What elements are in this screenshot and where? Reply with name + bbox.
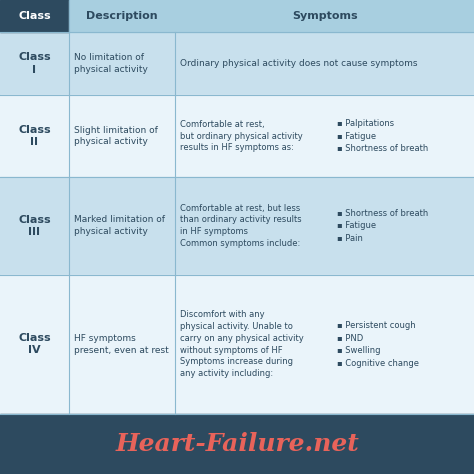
Text: ▪ Shortness of breath
▪ Fatigue
▪ Pain: ▪ Shortness of breath ▪ Fatigue ▪ Pain <box>337 209 428 243</box>
Text: Description: Description <box>86 11 158 21</box>
Bar <box>69 0 474 32</box>
Bar <box>0 0 69 32</box>
Text: Marked limitation of
physical activity: Marked limitation of physical activity <box>74 216 165 236</box>
Text: ▪ Palpitations
▪ Fatigue
▪ Shortness of breath: ▪ Palpitations ▪ Fatigue ▪ Shortness of … <box>337 119 428 153</box>
Text: Class
III: Class III <box>18 215 51 237</box>
Text: Slight limitation of
physical activity: Slight limitation of physical activity <box>74 126 157 146</box>
Text: Class
II: Class II <box>18 125 51 147</box>
Text: Symptoms: Symptoms <box>292 11 357 21</box>
Text: Discomfort with any
physical activity. Unable to
carry on any physical activity
: Discomfort with any physical activity. U… <box>181 310 304 378</box>
Bar <box>0 95 474 177</box>
Text: Class
I: Class I <box>18 52 51 75</box>
Text: ▪ Persistent cough
▪ PND
▪ Swelling
▪ Cognitive change: ▪ Persistent cough ▪ PND ▪ Swelling ▪ Co… <box>337 321 419 367</box>
Text: Heart-Failure.net: Heart-Failure.net <box>115 432 359 456</box>
Bar <box>0 414 474 474</box>
Bar <box>0 32 474 95</box>
Bar <box>0 274 474 414</box>
Text: Class
IV: Class IV <box>18 333 51 356</box>
Text: Ordinary physical activity does not cause symptoms: Ordinary physical activity does not caus… <box>181 59 418 68</box>
Bar <box>0 177 474 274</box>
Text: Comfortable at rest,
but ordinary physical activity
results in HF symptoms as:: Comfortable at rest, but ordinary physic… <box>181 120 303 153</box>
Text: No limitation of
physical activity: No limitation of physical activity <box>74 53 147 74</box>
Text: Class: Class <box>18 11 51 21</box>
Text: Comfortable at rest, but less
than ordinary activity results
in HF symptoms
Comm: Comfortable at rest, but less than ordin… <box>181 204 302 248</box>
Text: HF symptoms
present, even at rest: HF symptoms present, even at rest <box>74 334 168 355</box>
